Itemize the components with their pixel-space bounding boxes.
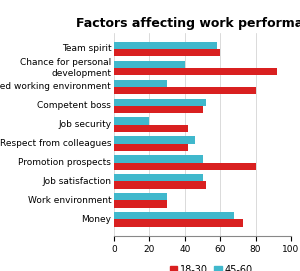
Bar — [114, 49, 220, 56]
Title: Factors affecting work performance: Factors affecting work performance — [76, 17, 300, 30]
Bar — [114, 87, 256, 94]
Bar — [114, 99, 206, 106]
Bar — [114, 193, 167, 201]
Bar — [114, 182, 206, 189]
Bar — [114, 106, 202, 113]
Bar — [114, 61, 185, 68]
Bar — [114, 144, 188, 151]
Bar — [114, 118, 149, 125]
Bar — [114, 219, 243, 227]
Bar — [114, 68, 277, 75]
Bar — [114, 201, 167, 208]
Bar — [114, 174, 202, 182]
Bar — [114, 125, 188, 132]
Bar — [114, 136, 195, 144]
Bar — [114, 212, 234, 219]
Bar — [114, 80, 167, 87]
Legend: 18-30, 45-60: 18-30, 45-60 — [166, 261, 257, 271]
Bar — [114, 155, 202, 163]
Bar — [114, 42, 217, 49]
Bar — [114, 163, 256, 170]
